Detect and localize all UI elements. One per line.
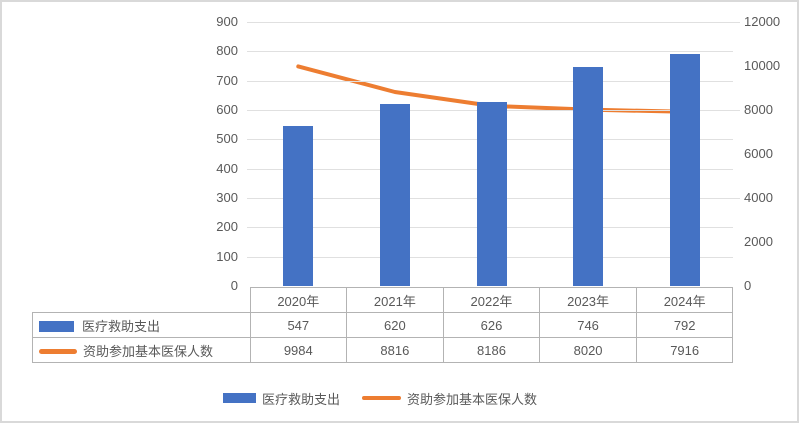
line-series-swatch [39,348,77,354]
gridline [247,51,733,52]
value-cell: 8816 [346,337,444,363]
table-header-cell: 2024年 [635,287,734,313]
bar-2021年 [380,104,410,286]
right-axis-tick-label: 0 [744,278,752,293]
value-cell: 746 [539,312,637,338]
table-header-cell: 2022年 [442,287,541,313]
series-name-cell: 医疗救助支出 [32,312,251,338]
left-axis-tick-label: 100 [216,249,238,264]
value-cell: 547 [249,312,348,338]
gridline [247,81,733,82]
right-axis-tick-label: 12000 [744,14,781,29]
right-axis-tick-label: 10000 [744,58,781,73]
legend-bar-swatch [223,393,256,403]
left-axis-tick-label: 900 [216,14,238,29]
series-name-label: 资助参加基本医保人数 [83,343,214,359]
left-axis-tick-label: 800 [216,43,238,58]
bar-2020年 [283,125,313,286]
right-axis-tick-label: 2000 [744,234,773,249]
value-cell: 8020 [539,337,637,363]
gridline [247,22,740,23]
left-axis-tick-label: 500 [216,131,238,146]
value-cell: 9984 [249,337,348,363]
table-row: 医疗救助支出 547 620 626 746 792 [32,312,734,338]
left-axis-tick-label: 700 [216,73,238,88]
left-axis-tick-label: 200 [216,219,238,234]
bar-2023年 [573,67,603,286]
value-cell: 7916 [635,337,734,363]
left-axis-tick-label: 600 [216,102,238,117]
bar-2024年 [670,53,700,286]
right-axis-tick-label: 6000 [744,146,773,161]
legend-line-swatch [362,396,402,400]
left-axis-tick-label: 0 [230,278,238,293]
table-header-cell: 2023年 [539,287,637,313]
legend-label-bar-series: 医疗救助支出 [262,391,341,407]
table-header-cell: 2021年 [346,287,444,313]
table-row: 资助参加基本医保人数 9984 8816 8186 8020 7916 [32,337,734,363]
series-name-cell: 资助参加基本医保人数 [32,337,251,363]
series-name-label: 医疗救助支出 [82,318,161,334]
right-axis-tick-label: 8000 [744,102,773,117]
value-cell: 792 [635,312,734,338]
right-axis-tick-label: 4000 [744,190,773,205]
data-table: 2020年 2021年 2022年 2023年 2024年医疗救助支出 547 620 626… [32,287,734,363]
legend-label-line-series: 资助参加基本医保人数 [407,391,538,407]
value-cell: 620 [346,312,444,338]
left-axis-tick-label: 300 [216,190,238,205]
value-cell: 8186 [442,337,541,363]
table-header-cell: 2020年 [249,287,348,313]
bar-2022年 [477,102,507,286]
left-axis-tick-label: 400 [216,161,238,176]
value-cell: 626 [442,312,541,338]
bar-series-swatch [39,320,74,332]
legend: 医疗救助支出 资助参加基本医保人数 [223,389,537,407]
